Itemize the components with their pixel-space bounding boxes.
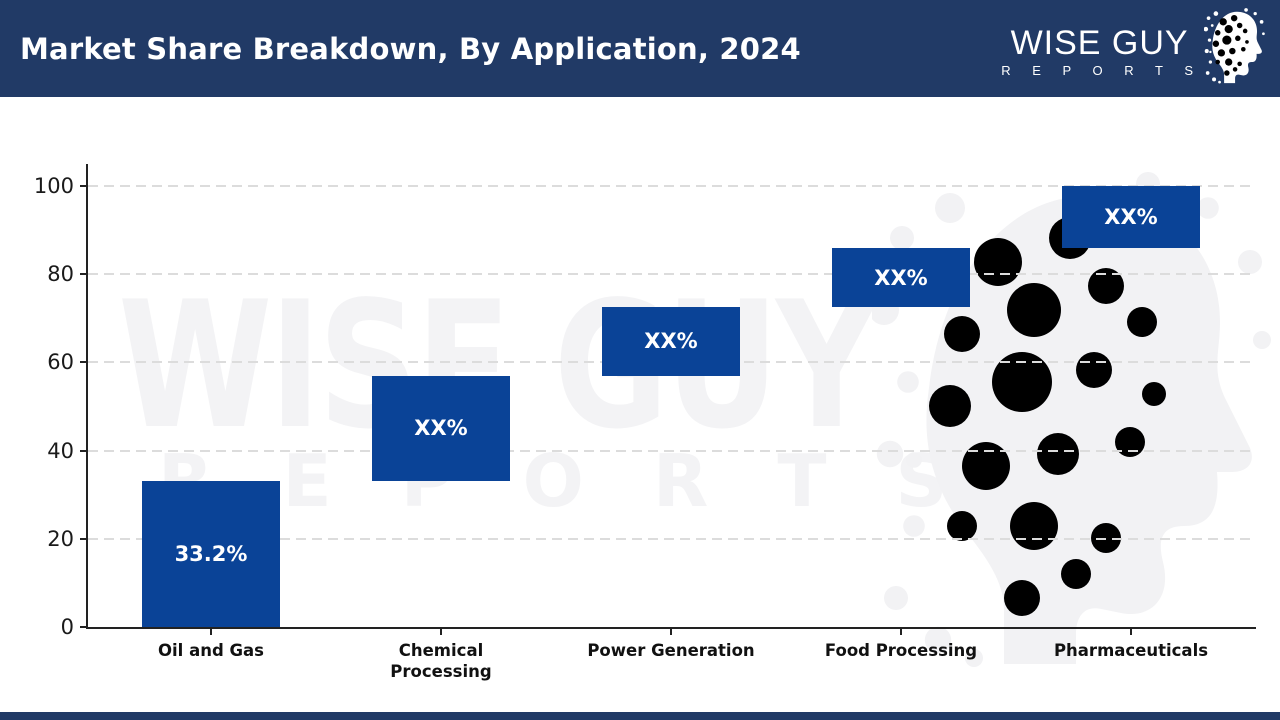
bar-pharmaceuticals — [1062, 186, 1200, 248]
bar-value-label: XX% — [874, 265, 928, 290]
x-axis-category-label: Power Generation — [587, 641, 755, 660]
logo-wordmark: WISE GUY — [1010, 23, 1189, 62]
x-axis-tick — [210, 629, 212, 635]
gridline — [88, 537, 1256, 540]
bar-power-generation — [602, 307, 740, 376]
x-axis-tick — [440, 629, 442, 635]
y-axis-tick — [80, 361, 88, 364]
y-axis-tick-label: 60 — [47, 350, 74, 375]
y-axis-tick — [80, 273, 88, 276]
wise-guy-reports-logo: WISE GUY R E P O R T S — [997, 8, 1268, 85]
x-axis-tick — [1130, 629, 1132, 635]
y-axis-tick-label: 20 — [47, 526, 74, 551]
x-axis-category-label: Oil and Gas — [157, 641, 265, 660]
y-axis-tick-label: 0 — [60, 615, 74, 639]
gridline — [88, 449, 1256, 452]
chart-plot-area: WISE GUY R E P O R T S 0 20 40 60 80 100 33.2%… — [0, 97, 1280, 712]
bar-value-label: XX% — [414, 416, 468, 441]
page-title: Market Share Breakdown, By Application, … — [20, 31, 801, 66]
logo-text: WISE GUY R E P O R T S — [997, 26, 1202, 78]
watermark-subtitle: R E P O R T S — [158, 439, 970, 523]
bar-value-label: 33.2% — [174, 541, 248, 566]
bar-value-label: XX% — [1104, 204, 1158, 229]
bar-oil-and-gas — [142, 480, 280, 627]
x-axis-category-label: Chemical Processing — [390, 641, 492, 681]
gridline — [88, 185, 1256, 188]
bar-food-processing — [832, 247, 970, 308]
y-axis-tick — [80, 185, 88, 188]
logo-subtitle: R E P O R T S — [1001, 62, 1202, 78]
y-axis-tick-label: 40 — [47, 438, 74, 463]
dotted-head-icon — [1204, 8, 1265, 84]
y-axis-spine — [86, 164, 88, 629]
gridline — [88, 273, 1256, 276]
bar-value-label: XX% — [644, 329, 698, 354]
x-axis-spine — [86, 627, 1256, 629]
y-axis-tick — [80, 626, 88, 628]
y-axis-tick — [80, 537, 88, 540]
y-axis-tick — [80, 449, 88, 452]
x-axis-category-label: Food Processing — [824, 641, 978, 660]
x-axis-tick — [670, 629, 672, 635]
x-axis-category-label: Pharmaceuticals — [1053, 641, 1209, 660]
y-axis-tick-label: 100 — [33, 174, 74, 199]
x-axis-tick — [900, 629, 902, 635]
footer-bar — [0, 712, 1280, 720]
header-bar: Market Share Breakdown, By Application, … — [0, 0, 1280, 97]
y-axis-tick-label: 80 — [47, 262, 74, 287]
bar-chemical-processing — [372, 375, 510, 481]
